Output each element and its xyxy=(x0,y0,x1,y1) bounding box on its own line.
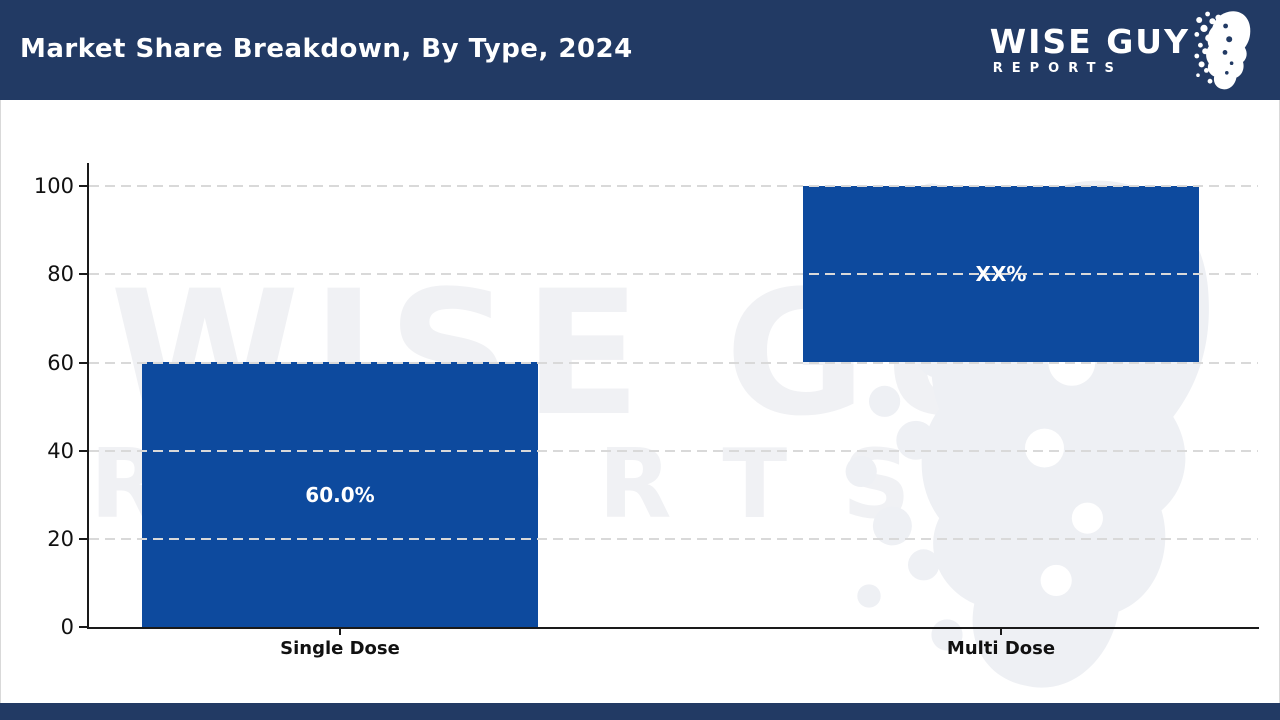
x-tick-label-single-dose: Single Dose xyxy=(280,638,400,659)
y-tick-label-40: 40 xyxy=(47,439,74,463)
header-bar: Market Share Breakdown, By Type, 2024 WI… xyxy=(0,0,1280,100)
brand-subtitle: REPORTS xyxy=(992,61,1123,77)
y-tick-label-60: 60 xyxy=(47,351,74,375)
brand-logo: WISE GUY REPORTS xyxy=(990,8,1268,92)
bar-value-label-single-dose: 60.0% xyxy=(305,482,375,507)
gridline-60 xyxy=(89,362,1258,364)
brand-face-icon xyxy=(1194,11,1251,90)
y-tick-60 xyxy=(79,362,88,364)
x-tick-label-multi-dose: Multi Dose xyxy=(946,638,1056,659)
y-tick-20 xyxy=(79,538,88,540)
footer-bar xyxy=(0,703,1280,720)
y-tick-100 xyxy=(79,185,88,187)
gridline-100 xyxy=(89,185,1258,187)
y-axis-spine xyxy=(87,163,89,629)
y-tick-label-20: 20 xyxy=(47,527,74,551)
y-tick-80 xyxy=(79,273,88,275)
page-title: Market Share Breakdown, By Type, 2024 xyxy=(20,34,633,64)
bar-single-dose: 60.0% xyxy=(142,362,538,627)
gridline-20 xyxy=(89,538,1258,540)
gridline-80 xyxy=(89,273,1258,275)
x-tick-multi-dose xyxy=(1000,628,1002,635)
gridline-40 xyxy=(89,450,1258,452)
y-tick-label-0: 0 xyxy=(60,615,74,639)
x-tick-single-dose xyxy=(339,628,341,635)
y-tick-label-80: 80 xyxy=(47,262,74,286)
y-tick-label-100: 100 xyxy=(33,174,74,198)
y-tick-40 xyxy=(79,450,88,452)
y-tick-0 xyxy=(79,626,88,628)
x-axis-spine xyxy=(87,627,1259,629)
brand-name: WISE GUY xyxy=(989,21,1190,61)
brand-logo-text: WISE GUY REPORTS xyxy=(989,21,1190,77)
